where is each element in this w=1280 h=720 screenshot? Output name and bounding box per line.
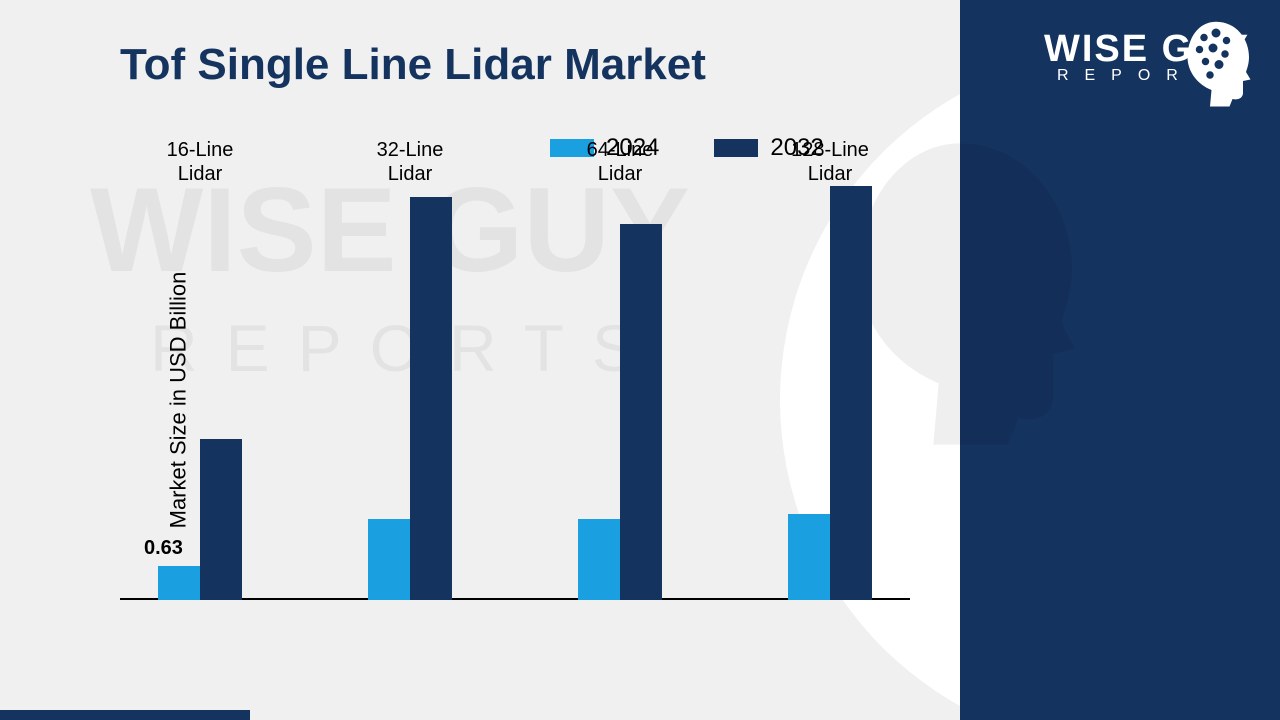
- bar-value-label: 0.63: [144, 537, 183, 560]
- stage: Tof Single Line Lidar Market WISE GUY RE…: [0, 0, 1280, 720]
- page-title: Tof Single Line Lidar Market: [120, 40, 706, 90]
- right-panel: [960, 0, 1280, 720]
- x-axis-tick-label: 64-LineLidar: [540, 138, 700, 660]
- x-axis-tick-label: 16-LineLidar: [120, 138, 280, 660]
- logo-head-icon: [1176, 18, 1256, 108]
- bottom-accent-bar: [0, 710, 250, 720]
- x-axis-tick-label: 128-LineLidar: [750, 138, 910, 660]
- bar-chart: Market Size in USD Billion 2024 2032 16-…: [60, 130, 930, 670]
- x-axis-tick-label: 32-LineLidar: [330, 138, 490, 660]
